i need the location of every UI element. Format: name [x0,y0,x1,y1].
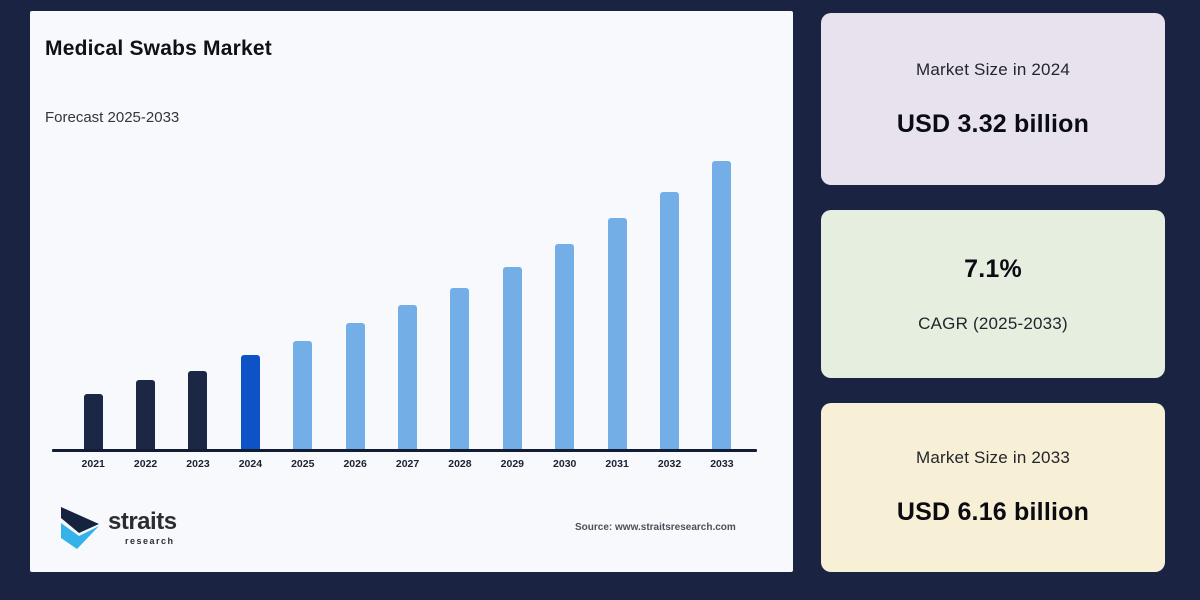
bar-2027 [398,305,418,449]
bar-column-2024 [224,355,276,449]
logo-wordmark: straits research [108,508,177,547]
bar-chart-bars [52,159,757,449]
bar-column-2022 [119,380,171,449]
x-axis-label-2032: 2032 [657,458,682,470]
bar-2024 [240,355,260,449]
bar-column-2033 [696,161,748,449]
card-market-size-2033: Market Size in 2033 USD 6.16 billion [821,403,1165,572]
bar-2025 [293,341,313,449]
x-axis-label-2024: 2024 [238,458,263,470]
bar-column-2030 [539,244,591,449]
logo-word: straits [108,508,177,535]
card-market-size-2024: Market Size in 2024 USD 3.32 billion [821,13,1165,185]
bar-2030 [555,244,575,449]
x-axis-label-2021: 2021 [81,458,105,470]
bar-2028 [450,288,470,449]
card-value: 7.1% [964,254,1022,283]
x-axis-label-2025: 2025 [291,458,315,470]
bar-column-2025 [277,341,329,449]
x-axis-labels: 2021 2022 2023 2024 2025 2026 2027 2028 2029 2030… [52,458,757,470]
card-cagr: 7.1% CAGR (2025-2033) [821,210,1165,378]
bar-column-2032 [643,192,695,449]
chart-subtitle: Forecast 2025-2033 [45,109,180,126]
chart-panel: Medical Swabs Market Forecast 2025-2033 … [30,11,793,572]
straits-research-logo: straits research [58,504,177,552]
x-axis-label-2026: 2026 [343,458,367,470]
x-axis-line [52,449,757,452]
card-label: CAGR (2025-2033) [918,313,1068,333]
bar-2026 [345,323,365,449]
x-axis-label-2031: 2031 [605,458,629,470]
x-axis-label-2033: 2033 [710,458,734,470]
x-axis-label-2022: 2022 [133,458,158,470]
bar-column-2028 [434,288,486,449]
bar-2023 [188,371,208,449]
card-label: Market Size in 2033 [915,448,1071,467]
bar-column-2026 [329,323,381,449]
straits-logo-icon [61,507,99,549]
card-label: Market Size in 2024 [915,59,1071,79]
x-axis-label-2029: 2029 [500,458,524,470]
x-axis-label-2030: 2030 [553,458,577,470]
card-value: USD 3.32 billion [896,109,1090,138]
bar-2032 [659,192,679,449]
page-title: Medical Swabs Market [45,37,272,60]
bar-chart: 2021 2022 2023 2024 2025 2026 2027 2028 2029 2030… [52,159,757,470]
bar-2033 [712,161,732,449]
source-attribution: Source: www.straitsresearch.com [575,522,736,533]
panel-footer: straits research Source: www.straitsrese… [30,504,793,558]
logo-subword: research [125,536,175,546]
x-axis-label-2028: 2028 [448,458,472,470]
bar-2031 [607,218,627,449]
x-axis-label-2023: 2023 [186,458,210,470]
bar-column-2027 [381,305,433,449]
bar-2022 [136,380,156,449]
bar-column-2023 [172,371,224,449]
x-axis-label-2027: 2027 [395,458,420,470]
bar-column-2031 [591,218,643,449]
bar-2029 [502,267,522,449]
card-value: USD 6.16 billion [896,498,1090,526]
bar-column-2021 [67,394,119,449]
bar-2021 [83,394,103,449]
bar-column-2029 [486,267,538,449]
